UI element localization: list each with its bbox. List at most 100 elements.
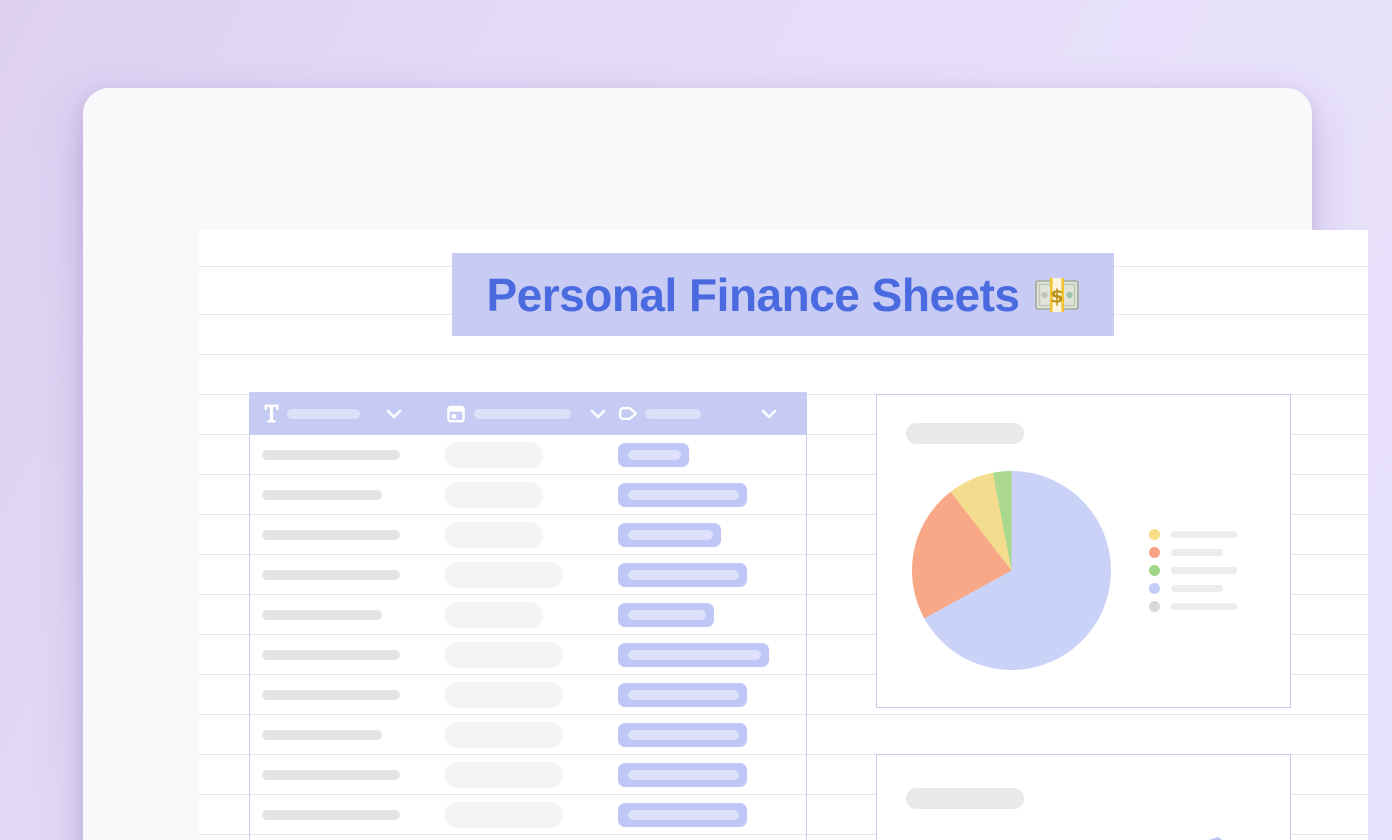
tag-cell-pill: [618, 762, 747, 787]
tag-cell-pill: [618, 682, 747, 707]
tag-cell-pill: [618, 482, 747, 507]
table-row: [250, 515, 806, 555]
tag-cell-inner-bar: [628, 569, 739, 580]
svg-text:$: $: [1050, 285, 1063, 307]
date-cell-placeholder: [444, 481, 543, 508]
tag-cell-pill: [618, 562, 747, 587]
table-row: [250, 475, 806, 515]
tag-cell-pill: [618, 442, 689, 467]
app-card: Personal Finance Sheets $: [83, 88, 1368, 840]
text-cell-placeholder: [262, 809, 400, 820]
date-cell-placeholder: [444, 641, 563, 668]
tag-icon: [619, 406, 638, 421]
text-cell-placeholder: [262, 729, 382, 740]
text-column-dropdown[interactable]: [386, 392, 402, 435]
tag-cell-inner-bar: [628, 489, 739, 500]
table-header-row: [250, 392, 806, 435]
table-row: [250, 435, 806, 475]
table-row: [250, 755, 806, 795]
tag-cell-pill: [618, 642, 769, 667]
sheet: Personal Finance Sheets $: [199, 230, 1368, 840]
tag-cell-pill: [618, 602, 714, 627]
legend-dot: [1149, 547, 1160, 558]
page-title: Personal Finance Sheets $: [452, 253, 1114, 336]
legend-label-placeholder: [1171, 567, 1237, 574]
chevron-down-icon: [761, 409, 777, 418]
tag-column-filter[interactable]: [618, 392, 638, 435]
chart-title-placeholder: [906, 423, 1024, 444]
tag-cell-inner-bar: [628, 609, 706, 620]
legend-item: [1149, 547, 1237, 558]
legend-item: [1149, 583, 1237, 594]
text-cell-placeholder: [262, 449, 400, 460]
table-row: [250, 715, 806, 755]
tag-column-dropdown[interactable]: [761, 392, 777, 435]
date-cell-placeholder: [444, 441, 543, 468]
tag-cell-inner-bar: [628, 769, 739, 780]
date-column-filter[interactable]: [447, 392, 465, 435]
pie-chart: [912, 471, 1111, 670]
header-placeholder-bar: [287, 408, 360, 419]
legend-label-placeholder: [1171, 603, 1237, 610]
legend-dot: [1149, 601, 1160, 612]
line-chart-svg: [1208, 837, 1223, 840]
text-cell-placeholder: [262, 529, 400, 540]
transactions-table: [249, 392, 807, 840]
tag-cell-inner-bar: [628, 689, 739, 700]
text-cell-placeholder: [262, 649, 400, 660]
chart-title-placeholder: [906, 788, 1024, 809]
tag-cell-inner-bar: [628, 809, 739, 820]
transactions-table-body: [250, 435, 806, 840]
text-cell-placeholder: [262, 769, 400, 780]
legend-label-placeholder: [1171, 531, 1237, 538]
table-row: [250, 835, 806, 840]
pie-legend: [1149, 529, 1237, 619]
table-row: [250, 795, 806, 835]
header-placeholder-bar: [474, 408, 571, 419]
table-row: [250, 635, 806, 675]
table-row: [250, 595, 806, 635]
text-cell-placeholder: [262, 689, 400, 700]
header-placeholder-bar: [645, 408, 701, 419]
text-cell-placeholder: [262, 609, 382, 620]
calendar-icon: [447, 405, 465, 423]
legend-item: [1149, 529, 1237, 540]
text-cell-placeholder: [262, 489, 382, 500]
tag-cell-inner-bar: [628, 529, 713, 540]
date-column-placeholder: [474, 392, 571, 435]
legend-item: [1149, 565, 1237, 576]
tag-column-placeholder: [645, 392, 701, 435]
chevron-down-icon: [386, 409, 402, 418]
tag-cell-pill: [618, 722, 747, 747]
date-cell-placeholder: [444, 561, 563, 588]
text-column-placeholder: [287, 392, 360, 435]
legend-label-placeholder: [1171, 549, 1223, 556]
chevron-down-icon: [590, 409, 606, 418]
date-cell-placeholder: [444, 681, 563, 708]
page-title-text: Personal Finance Sheets: [486, 268, 1020, 321]
pie-chart-card: [876, 394, 1291, 708]
text-column-filter[interactable]: [264, 392, 279, 435]
dollar-banknote-emoji: $: [1034, 277, 1079, 312]
legend-dot: [1149, 583, 1160, 594]
legend-label-placeholder: [1171, 585, 1223, 592]
tag-cell-inner-bar: [628, 449, 681, 460]
date-column-dropdown[interactable]: [590, 392, 606, 435]
date-cell-placeholder: [444, 801, 563, 828]
tag-cell-inner-bar: [628, 649, 761, 660]
tag-cell-pill: [618, 522, 721, 547]
text-cell-placeholder: [262, 569, 400, 580]
legend-dot: [1149, 565, 1160, 576]
tag-cell-inner-bar: [628, 729, 739, 740]
legend-item: [1149, 601, 1237, 612]
legend-dot: [1149, 529, 1160, 540]
sheet-gridline: [199, 354, 1368, 355]
date-cell-placeholder: [444, 721, 563, 748]
line-chart-card: [876, 754, 1291, 840]
date-cell-placeholder: [444, 601, 543, 628]
date-cell-placeholder: [444, 521, 543, 548]
date-cell-placeholder: [444, 761, 563, 788]
table-row: [250, 675, 806, 715]
tag-cell-pill: [618, 802, 747, 827]
